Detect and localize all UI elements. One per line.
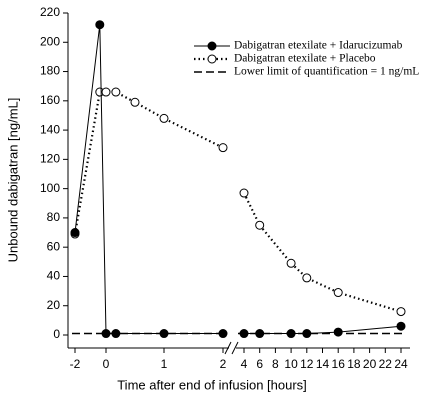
data-point <box>333 327 343 337</box>
x-tick-label: 24 <box>394 357 408 371</box>
x-tick-label: 14 <box>316 357 330 371</box>
data-point <box>302 329 312 339</box>
data-point <box>255 329 265 339</box>
legend-marker <box>207 41 217 51</box>
y-axis-label: Unbound dabigatran [ng/mL] <box>5 98 20 263</box>
data-point <box>286 329 296 339</box>
legend-label: Dabigatran etexilate + Placebo <box>234 53 376 65</box>
data-point <box>302 273 312 283</box>
data-point <box>70 228 80 238</box>
y-tick-label: 60 <box>47 239 61 253</box>
x-tick-label: 2 <box>220 357 227 371</box>
data-point <box>218 329 228 339</box>
y-tick-label: 20 <box>47 298 61 312</box>
data-point <box>101 87 111 97</box>
series-line <box>244 325 402 335</box>
data-point <box>111 87 121 97</box>
y-tick-label: 220 <box>40 5 60 19</box>
data-point <box>286 258 296 268</box>
x-tick-label: 12 <box>300 357 314 371</box>
legend-marker <box>207 54 217 64</box>
x-tick-label: 4 <box>241 357 248 371</box>
y-tick-label: 180 <box>40 64 60 78</box>
axis-break <box>231 341 239 355</box>
data-point <box>333 288 343 298</box>
y-tick-label: 160 <box>40 93 60 107</box>
data-point <box>255 220 265 230</box>
x-tick-label: 18 <box>347 357 361 371</box>
x-tick-label: -2 <box>70 357 81 371</box>
y-tick-label: 140 <box>40 122 60 136</box>
data-point <box>239 329 249 339</box>
axis-break <box>224 341 232 355</box>
series-line <box>243 192 402 313</box>
x-tick-label: 1 <box>161 357 168 371</box>
y-tick-label: 100 <box>40 181 60 195</box>
data-point <box>159 113 169 123</box>
y-tick-label: 120 <box>40 152 60 166</box>
x-tick-label: 10 <box>284 357 298 371</box>
series-line <box>73 90 224 235</box>
legend-label: Lower limit of quantification = 1 ng/mL <box>234 66 419 78</box>
data-point <box>95 20 105 30</box>
x-axis-label: Time after end of infusion [hours] <box>117 377 307 392</box>
y-tick-label: 40 <box>47 269 61 283</box>
x-tick-label: 6 <box>256 357 263 371</box>
data-point <box>239 188 249 198</box>
data-point <box>218 143 228 153</box>
data-point <box>111 329 121 339</box>
y-tick-label: 80 <box>47 210 61 224</box>
data-point <box>159 329 169 339</box>
x-tick-label: 22 <box>379 357 393 371</box>
x-tick-label: 0 <box>103 357 110 371</box>
y-tick-label: 200 <box>40 34 60 48</box>
data-point <box>396 307 406 317</box>
data-point <box>396 321 406 331</box>
x-tick-label: 16 <box>332 357 346 371</box>
y-tick-label: 0 <box>53 327 60 341</box>
x-tick-label: 8 <box>272 357 279 371</box>
legend-label: Dabigatran etexilate + Idarucizumab <box>234 40 403 52</box>
data-point <box>130 97 140 107</box>
data-point <box>101 329 111 339</box>
series-line <box>74 24 223 335</box>
x-tick-label: 20 <box>363 357 377 371</box>
